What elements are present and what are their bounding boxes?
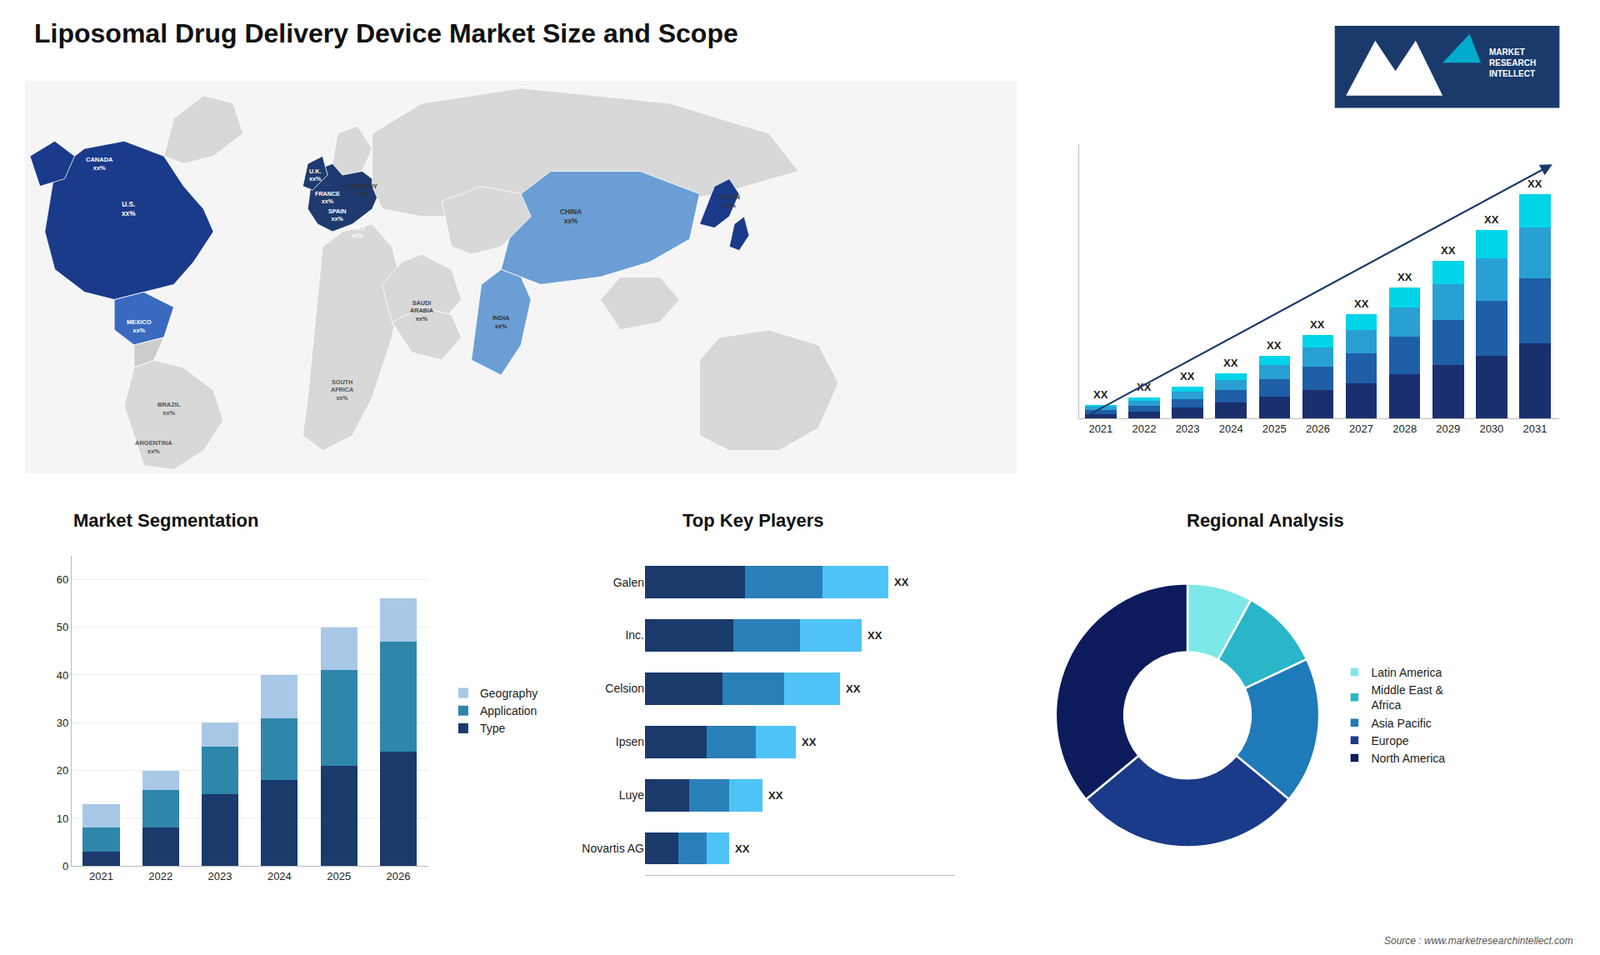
svg-text:XX: XX	[735, 842, 750, 855]
svg-text:XX: XX	[1266, 339, 1282, 352]
svg-text:XX: XX	[845, 682, 861, 695]
svg-text:U.K.xx%: U.K.xx%	[309, 167, 322, 183]
svg-text:2023: 2023	[208, 870, 233, 883]
svg-text:SAUDIARABIAxx%: SAUDIARABIAxx%	[410, 299, 434, 323]
svg-text:XX: XX	[1093, 388, 1109, 401]
svg-text:2021: 2021	[1088, 422, 1113, 435]
svg-text:BRAZILxx%: BRAZILxx%	[157, 400, 181, 417]
svg-text:SPAINxx%: SPAINxx%	[328, 207, 346, 223]
svg-text:Asia Pacific: Asia Pacific	[1370, 716, 1431, 730]
svg-text:Source : www.marketresearchint: Source : www.marketresearchintellect.com	[1384, 935, 1574, 947]
svg-text:2022: 2022	[1132, 422, 1157, 435]
svg-text:ITALYxx%: ITALYxx%	[349, 224, 366, 240]
svg-text:2022: 2022	[148, 870, 173, 883]
svg-text:XX: XX	[1136, 380, 1152, 394]
svg-text:XX: XX	[1397, 270, 1413, 284]
svg-text:Inc.: Inc.	[625, 628, 645, 642]
svg-text:CANADAxx%: CANADAxx%	[85, 155, 114, 172]
svg-text:Regional Analysis: Regional Analysis	[1186, 510, 1345, 531]
svg-text:Middle East &Africa: Middle East &Africa	[1370, 683, 1444, 712]
svg-text:Europe: Europe	[1370, 734, 1409, 748]
svg-text:XX: XX	[1484, 213, 1500, 226]
svg-text:2029: 2029	[1435, 422, 1460, 435]
svg-text:30: 30	[56, 716, 69, 730]
svg-text:XX: XX	[801, 735, 817, 749]
svg-text:Galen: Galen	[613, 575, 645, 590]
svg-text:2026: 2026	[385, 870, 410, 883]
svg-text:XX: XX	[1223, 356, 1239, 370]
svg-text:Latin America: Latin America	[1370, 665, 1442, 680]
svg-text:2027: 2027	[1349, 422, 1374, 435]
svg-text:INDIAxx%: INDIAxx%	[492, 314, 510, 330]
svg-text:2023: 2023	[1175, 422, 1200, 435]
svg-text:JAPANxx%: JAPANxx%	[719, 193, 740, 210]
svg-text:Top Key Players: Top Key Players	[682, 510, 825, 531]
svg-text:MARKETRESEARCHINTELLECT: MARKETRESEARCHINTELLECT	[1489, 47, 1536, 79]
svg-text:XX: XX	[768, 789, 784, 802]
svg-text:Application: Application	[480, 704, 538, 718]
svg-text:10: 10	[56, 812, 69, 825]
svg-text:Market Segmentation: Market Segmentation	[73, 510, 260, 531]
svg-text:XX: XX	[1440, 244, 1456, 257]
svg-text:60: 60	[56, 573, 69, 586]
svg-text:2030: 2030	[1479, 422, 1504, 435]
svg-text:Geography: Geography	[480, 686, 538, 700]
svg-text:2024: 2024	[1219, 422, 1244, 435]
svg-text:XX: XX	[894, 575, 910, 589]
svg-text:XX: XX	[867, 629, 883, 642]
svg-text:GERMANYxx%: GERMANYxx%	[346, 182, 378, 198]
svg-text:2021: 2021	[89, 870, 114, 883]
svg-text:XX: XX	[1310, 318, 1325, 331]
svg-text:Ipsen: Ipsen	[615, 735, 645, 749]
svg-text:2031: 2031	[1523, 422, 1548, 435]
svg-text:CHINAxx%: CHINAxx%	[560, 208, 582, 225]
svg-text:2026: 2026	[1305, 422, 1330, 435]
svg-text:50: 50	[56, 620, 69, 634]
svg-text:MEXICOxx%: MEXICOxx%	[126, 318, 152, 335]
svg-text:2025: 2025	[1262, 422, 1287, 435]
svg-text:Luye: Luye	[619, 788, 645, 802]
svg-text:2025: 2025	[326, 870, 351, 883]
svg-text:Liposomal Drug Delivery Device: Liposomal Drug Delivery Device Market Si…	[34, 18, 739, 49]
svg-text:U.S.xx%: U.S.xx%	[121, 200, 136, 218]
svg-text:20: 20	[56, 764, 69, 777]
svg-text:XX: XX	[1180, 370, 1195, 383]
svg-text:XX: XX	[1527, 177, 1543, 190]
svg-text:2024: 2024	[267, 870, 292, 883]
svg-text:ARGENTINAxx%: ARGENTINAxx%	[135, 439, 173, 455]
svg-text:40: 40	[56, 669, 69, 682]
svg-text:Type: Type	[480, 721, 506, 735]
svg-text:2028: 2028	[1392, 422, 1417, 435]
svg-text:XX: XX	[1354, 297, 1370, 310]
svg-text:FRANCExx%: FRANCExx%	[315, 190, 340, 205]
svg-text:North America: North America	[1370, 751, 1445, 765]
svg-text:SOUTHAFRICAxx%: SOUTHAFRICAxx%	[330, 378, 354, 402]
svg-text:Celsion: Celsion	[605, 681, 645, 695]
svg-text:Novartis AG: Novartis AG	[581, 841, 645, 855]
svg-text:0: 0	[62, 860, 69, 873]
